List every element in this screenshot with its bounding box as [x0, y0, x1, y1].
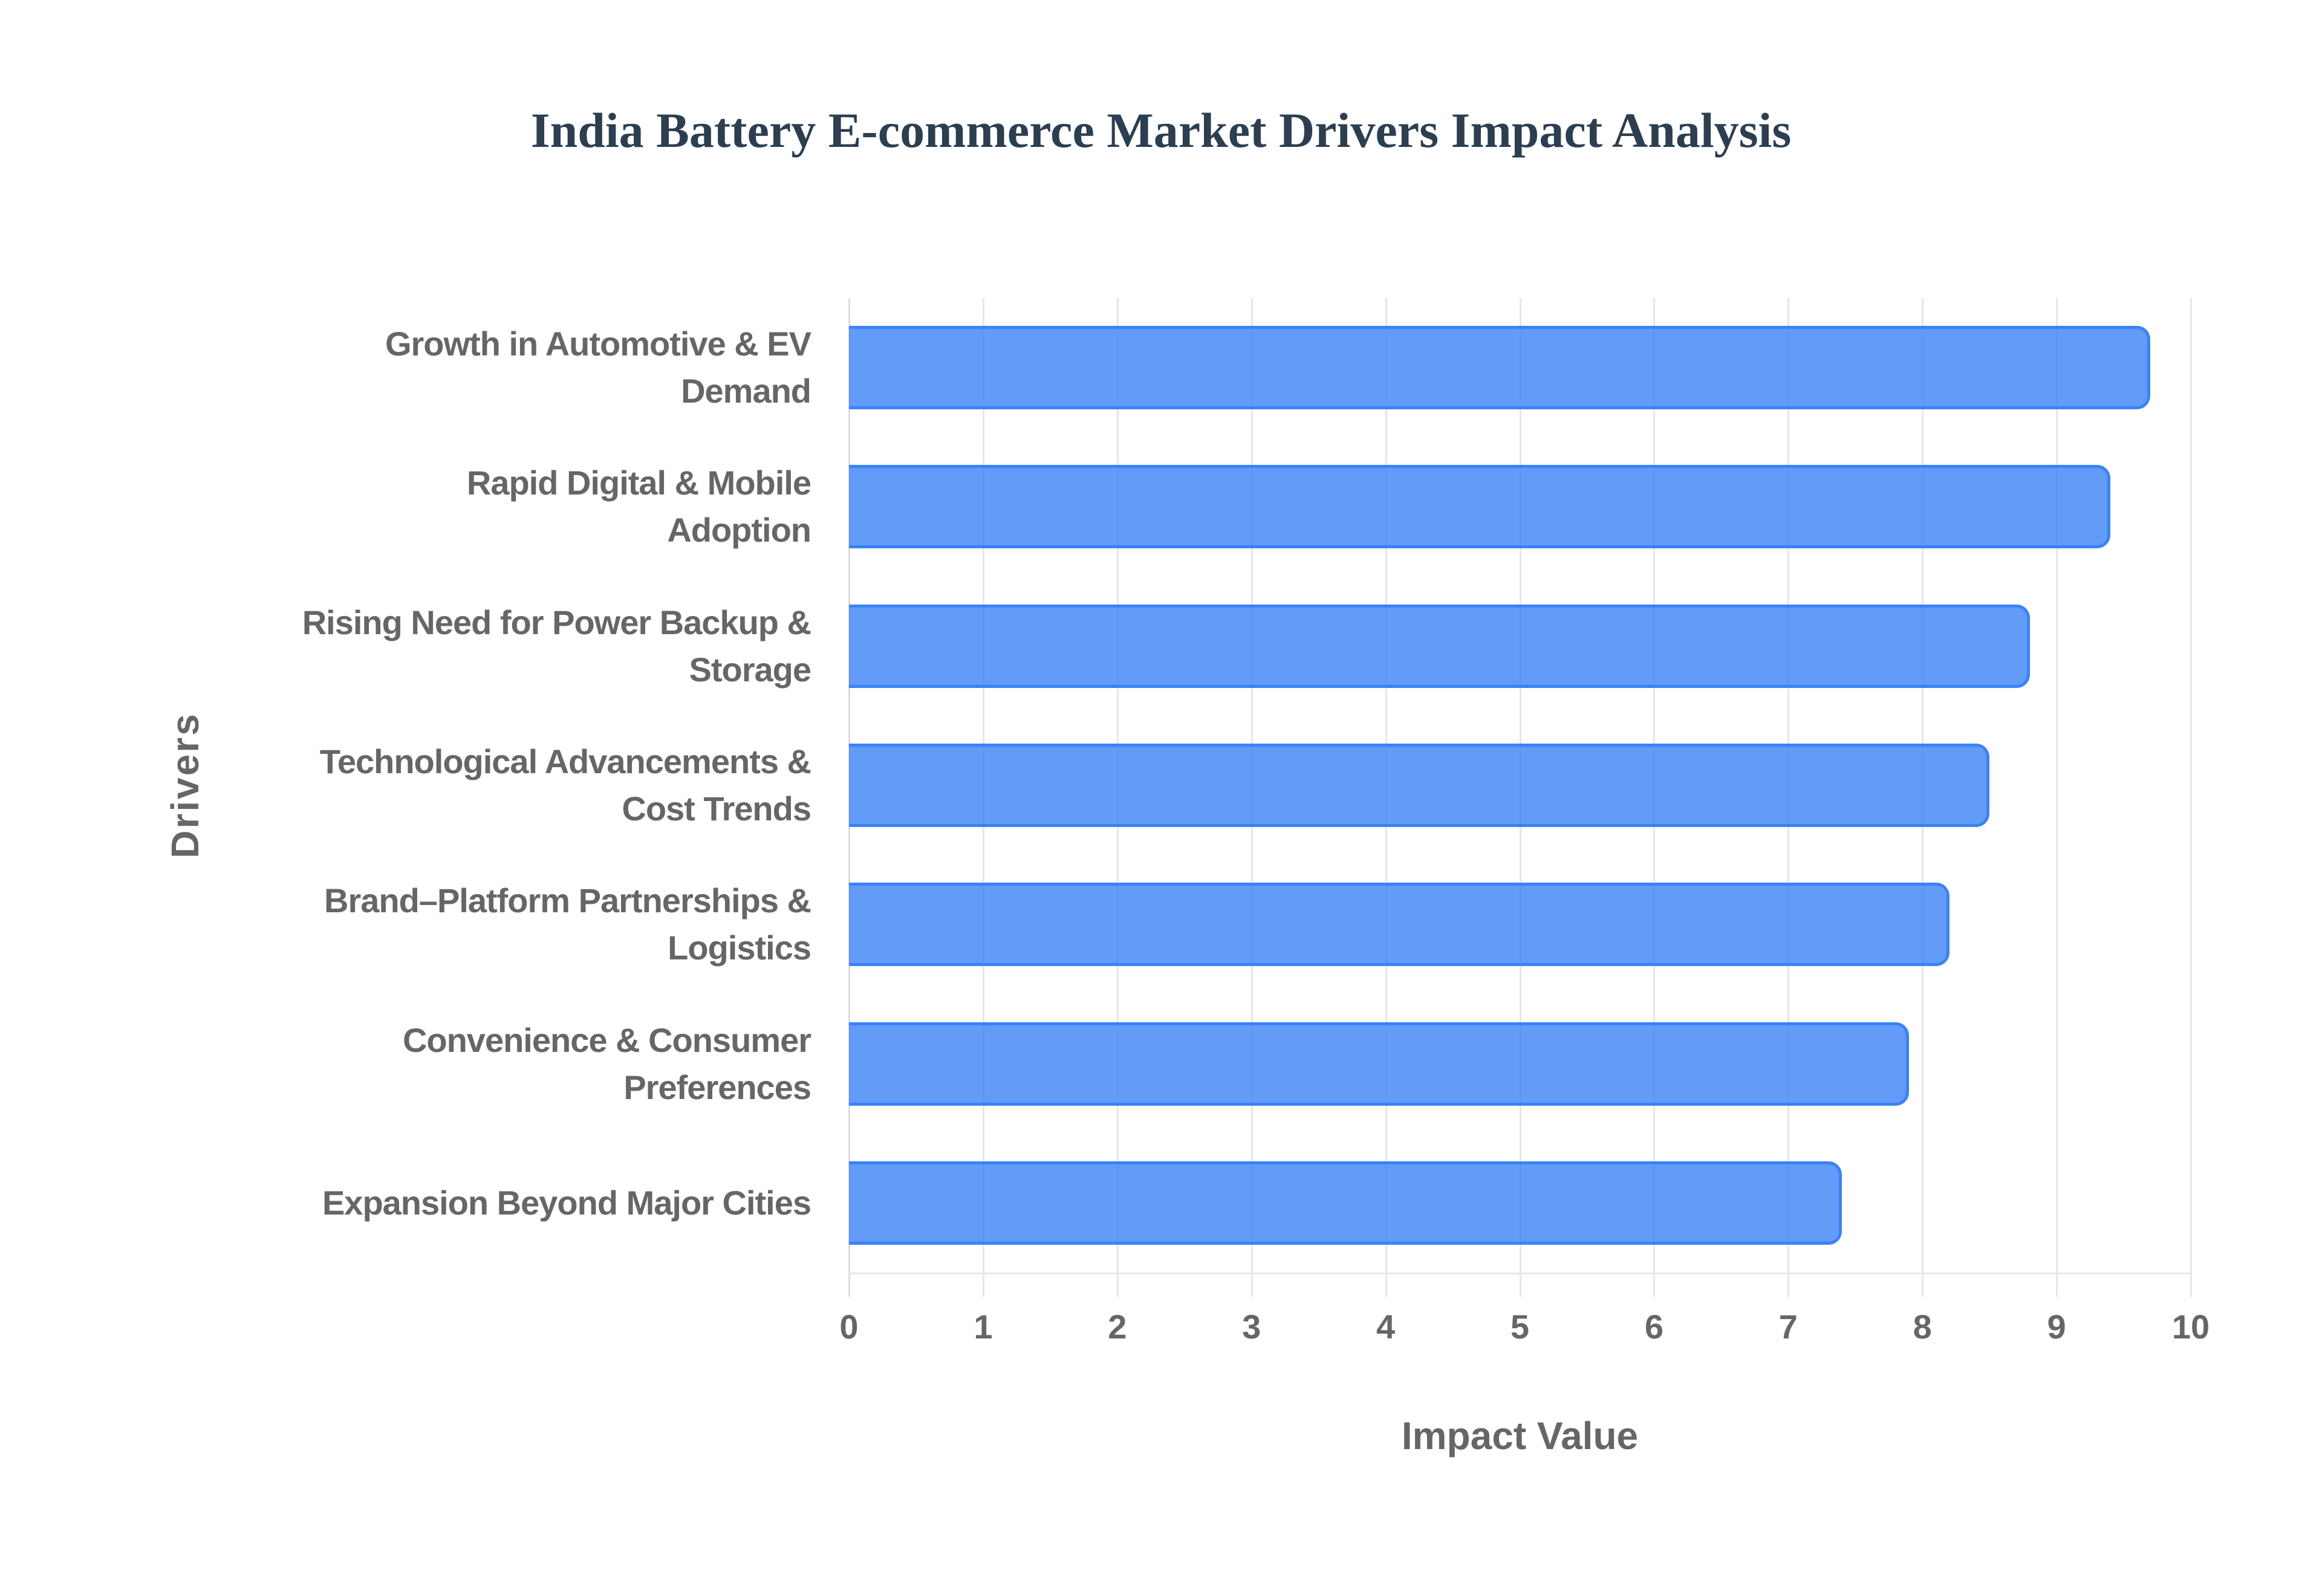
x-tick-label: 2	[1108, 1308, 1127, 1346]
y-tick-label: Expansion Beyond Major Cities	[322, 1183, 811, 1222]
x-tick-label: 1	[974, 1308, 993, 1346]
y-tick-label: Rapid Digital & Mobile Adoption	[466, 464, 811, 550]
bar[interactable]	[849, 1022, 1909, 1106]
x-tick-label: 0	[839, 1308, 859, 1346]
x-tick-label: 4	[1376, 1308, 1396, 1346]
x-tick-label: 8	[1913, 1308, 1932, 1346]
x-axis-title: Impact Value	[1401, 1414, 1639, 1458]
x-tick-label: 7	[1778, 1308, 1798, 1346]
bar[interactable]	[849, 326, 2151, 410]
bar[interactable]	[849, 465, 2110, 549]
x-tick-label: 10	[2171, 1308, 2210, 1346]
x-tick-label: 3	[1242, 1308, 1261, 1346]
x-tick-label: 5	[1510, 1308, 1530, 1346]
y-tick-label: Brand–Platform Partnerships & Logistics	[324, 881, 811, 967]
y-tick-label: Convenience & Consumer Preferences	[402, 1020, 811, 1106]
chart-title: India Battery E-commerce Market Drivers …	[530, 103, 1792, 158]
x-tick-label: 6	[1644, 1308, 1663, 1346]
gridline	[2190, 298, 2192, 1297]
plot-area	[848, 298, 2192, 1297]
gridline	[2056, 298, 2058, 1297]
bar[interactable]	[849, 604, 2030, 688]
y-axis-title: Drivers	[163, 712, 207, 858]
bar[interactable]	[849, 883, 1950, 967]
y-tick-label: Rising Need for Power Backup & Storage	[302, 603, 811, 689]
x-tick-label: 9	[2047, 1308, 2066, 1346]
bar[interactable]	[849, 744, 1990, 827]
y-tick-label: Growth in Automotive & EV Demand	[385, 325, 811, 410]
y-tick-label: Technological Advancements & Cost Trends	[319, 742, 811, 828]
bar[interactable]	[849, 1161, 1842, 1245]
